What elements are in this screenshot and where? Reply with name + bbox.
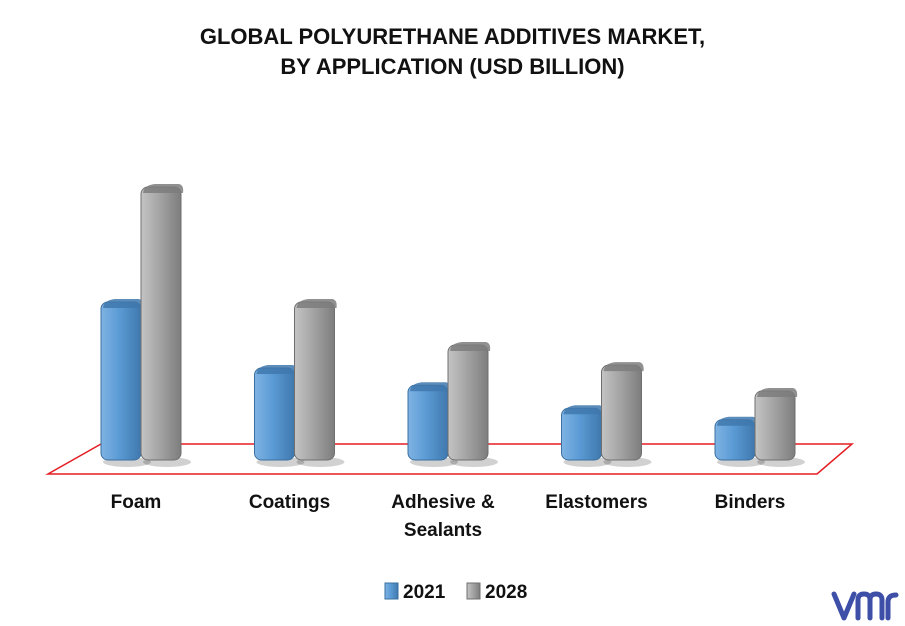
bar-2021-0 — [100, 301, 142, 461]
chart-title-line-1: GLOBAL POLYURETHANE ADDITIVES MARKET, — [199, 24, 706, 49]
bar-cap — [717, 416, 758, 426]
bar-cap — [757, 388, 798, 398]
chart-title: GLOBAL POLYURETHANE ADDITIVES MARKET, BY… — [0, 22, 905, 82]
bar-2028-1 — [294, 301, 335, 461]
category-label-4: Binders — [715, 492, 786, 513]
bar-2028-4 — [754, 390, 796, 461]
bar-2021-4 — [714, 419, 756, 461]
legend-label-2021: 2021 — [403, 582, 446, 603]
bar-2021-1 — [254, 367, 295, 461]
bar-2028-3 — [601, 364, 642, 461]
legend-label-2028: 2028 — [485, 582, 527, 603]
bar-2021-3 — [561, 407, 602, 461]
vmr-logo-icon — [831, 591, 899, 621]
category-label-3: Elastomers — [545, 492, 647, 513]
bar-cap — [563, 405, 604, 415]
category-label-0: Foam — [111, 492, 162, 513]
category-label-1: Coatings — [249, 492, 330, 513]
bar-2021-2 — [407, 384, 449, 461]
bar-2028-2 — [447, 344, 489, 461]
chart-title-line-2: BY APPLICATION (USD BILLION) — [280, 54, 625, 79]
category-label-2: Adhesive & Sealants — [391, 492, 495, 541]
bar-cap — [410, 382, 451, 392]
bar-cap — [143, 184, 184, 193]
bar-cap — [296, 298, 337, 308]
bar-2028-0 — [140, 186, 182, 461]
legend-swatch-2028 — [466, 582, 481, 600]
bar-cap — [103, 298, 144, 308]
bar-cap — [256, 365, 297, 375]
bar-cap — [603, 362, 644, 372]
bar-cap — [450, 342, 491, 352]
legend-swatch-2021 — [384, 582, 399, 600]
